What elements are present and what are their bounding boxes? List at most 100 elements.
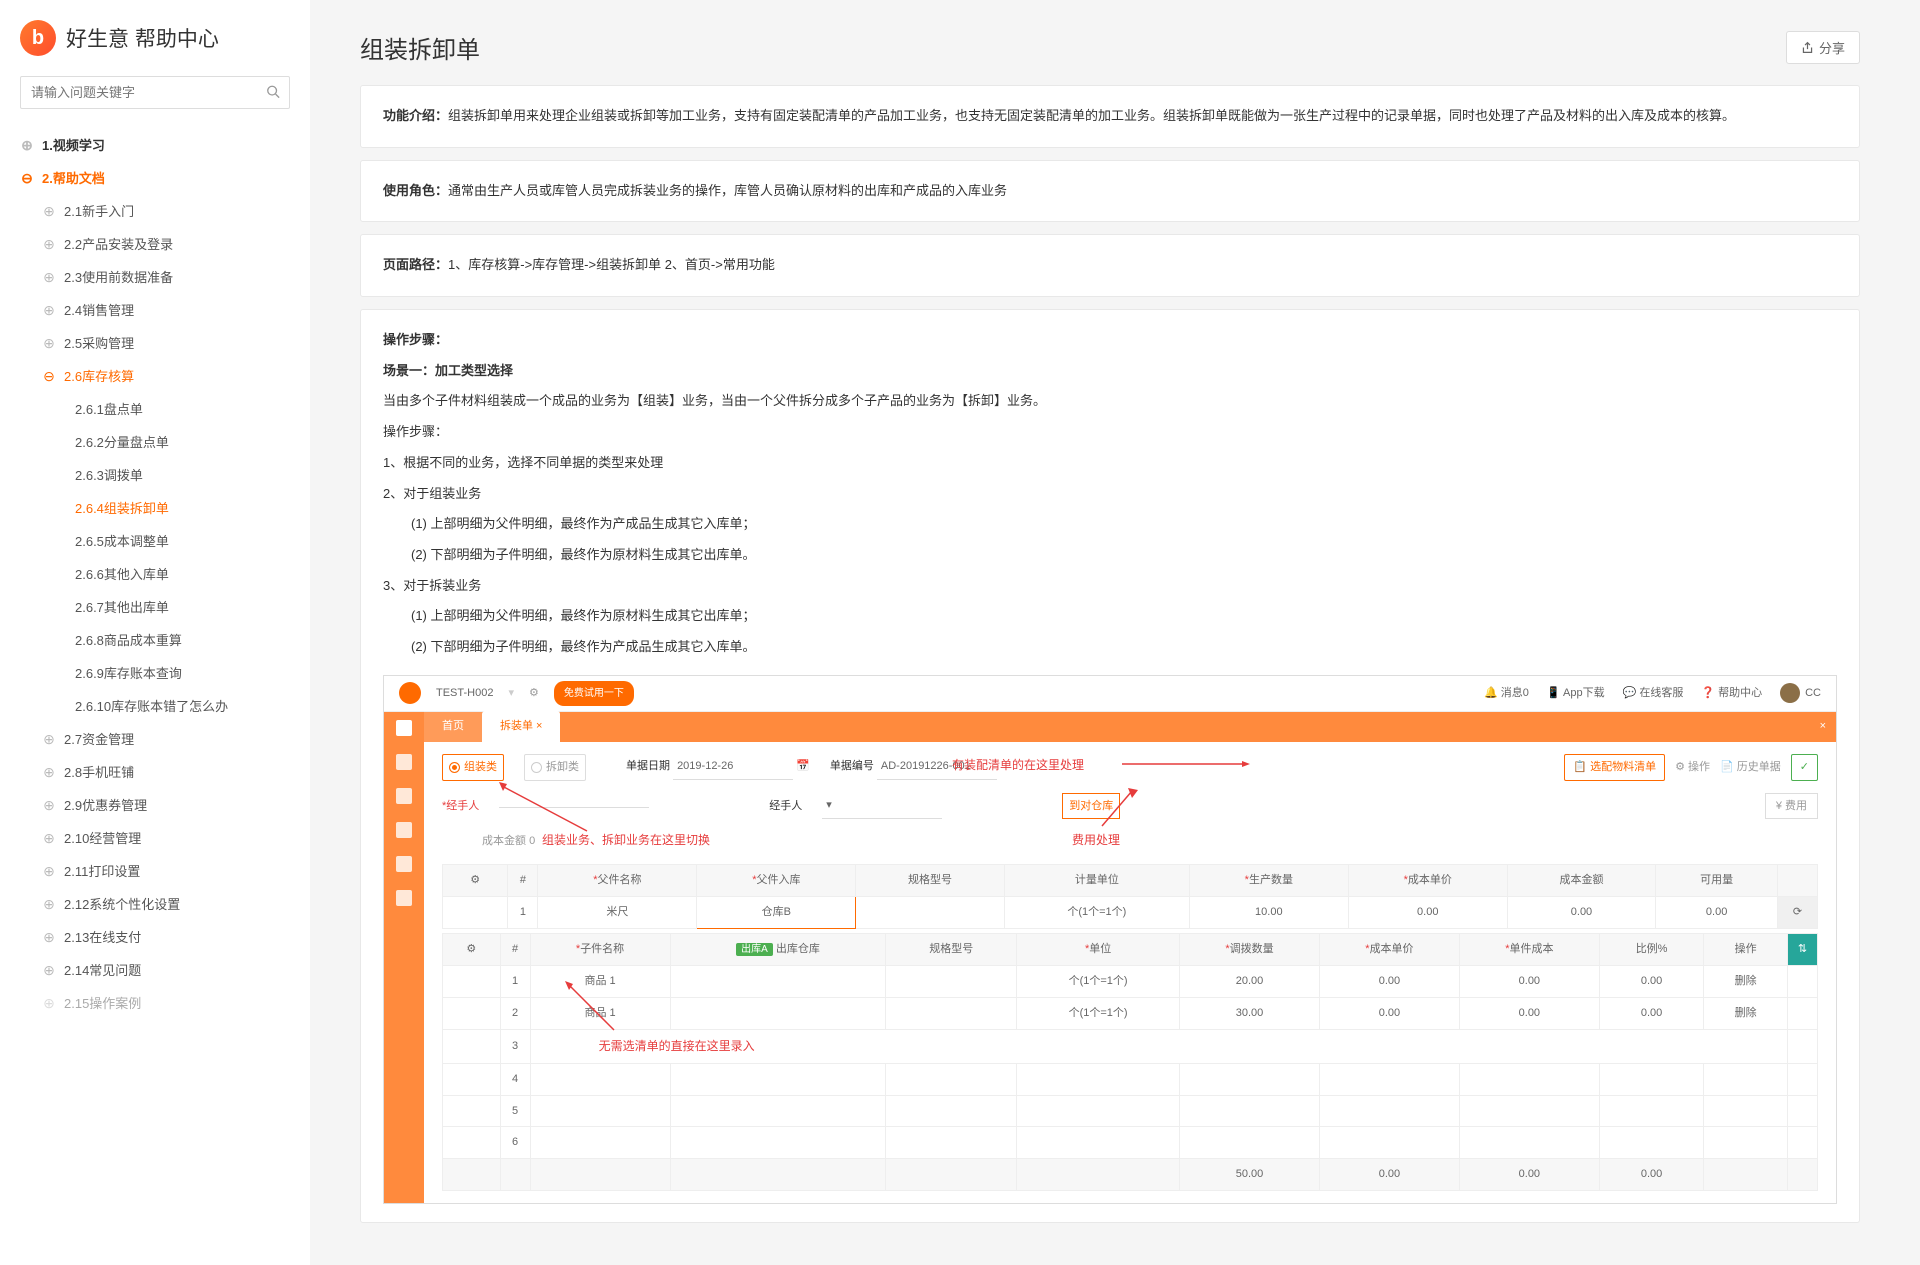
ss-service: 💬 在线客服 [1623, 683, 1684, 704]
role-label: 使用角色： [383, 183, 448, 198]
annotation: 费用处理 [1072, 829, 1120, 852]
ss-try-button: 免费试用一下 [554, 681, 634, 706]
table-sum-row: 50.000.000.000.00 [443, 1159, 1818, 1191]
ss-action-button: ⚙ 操作 [1675, 757, 1710, 778]
step-2-2: (2) 下部明细为子件明细，最终作为原材料生成其它出库单。 [383, 543, 1837, 568]
table-row: 3无需选清单的直接在这里录入 [443, 1029, 1818, 1063]
gear-icon: ⚙ [529, 683, 539, 704]
table-row: 6 [443, 1127, 1818, 1159]
nav-item-video[interactable]: ⊕1.视频学习 [20, 129, 290, 162]
nav-icon [396, 856, 412, 872]
ss-radio-assemble: 组装类 [442, 754, 504, 781]
plus-icon: ⊕ [42, 964, 56, 978]
minus-icon: ⊖ [42, 370, 56, 384]
nav-icon [396, 822, 412, 838]
ss-left-nav [384, 712, 424, 1204]
share-button[interactable]: 分享 [1786, 31, 1860, 64]
search-input[interactable] [20, 76, 290, 109]
nav-item-2-6-6[interactable]: 2.6.6其他入库单 [20, 558, 290, 591]
ss-fee-button: ¥ 费用 [1765, 793, 1818, 820]
page-title: 组装拆卸单 [360, 30, 480, 65]
table-row: 1 米尺 仓库B 个(1个=1个) 10.00 0.00 0.00 0.00 [443, 897, 1818, 929]
path-label: 页面路径： [383, 257, 448, 272]
minus-icon: ⊖ [20, 172, 34, 186]
intro-card: 功能介绍：组装拆卸单用来处理企业组装或拆卸等加工业务，支持有固定装配清单的产品加… [360, 85, 1860, 148]
nav-item-2-6-5[interactable]: 2.6.5成本调整单 [20, 525, 290, 558]
nav-item-2-2[interactable]: ⊕2.2产品安装及登录 [20, 228, 290, 261]
ss-handler-label: *经手人 [442, 796, 479, 817]
plus-icon: ⊕ [20, 139, 34, 153]
ss-producer-label: 经手人 [769, 796, 802, 817]
nav-icon [396, 890, 412, 906]
annotation: 组装业务、拆卸业务在这里切换 [542, 829, 710, 852]
nav-item-2-6-7[interactable]: 2.6.7其他出库单 [20, 591, 290, 624]
ss-handler-input [499, 803, 649, 808]
nav-item-2-3[interactable]: ⊕2.3使用前数据准备 [20, 261, 290, 294]
ss-tab-home: 首页 [424, 711, 482, 742]
nav-item-2-1[interactable]: ⊕2.1新手入门 [20, 195, 290, 228]
scene-title: 场景一：加工类型选择 [383, 363, 513, 378]
plus-icon: ⊕ [42, 931, 56, 945]
ss-confirm-button: ✓ [1791, 754, 1818, 781]
plus-icon: ⊕ [42, 271, 56, 285]
nav-item-2-6-1[interactable]: 2.6.1盘点单 [20, 393, 290, 426]
step-1: 1、根据不同的业务，选择不同单据的类型来处理 [383, 451, 1837, 476]
nav-item-2-15[interactable]: ⊕2.15操作案例 [20, 987, 290, 1020]
step-3-1: (1) 上部明细为父件明细，最终作为原材料生成其它出库单； [383, 604, 1837, 629]
search-box [20, 76, 290, 109]
nav-item-2-6-9[interactable]: 2.6.9库存账本查询 [20, 657, 290, 690]
nav-item-2-5[interactable]: ⊕2.5采购管理 [20, 327, 290, 360]
nav-item-2-6-8[interactable]: 2.6.8商品成本重算 [20, 624, 290, 657]
nav-item-2-7[interactable]: ⊕2.7资金管理 [20, 723, 290, 756]
nav-icon [396, 754, 412, 770]
role-text: 通常由生产人员或库管人员完成拆装业务的操作，库管人员确认原材料的出库和产成品的入… [448, 183, 1007, 198]
table-row: 5 [443, 1095, 1818, 1127]
nav-item-docs[interactable]: ⊖2.帮助文档 [20, 162, 290, 195]
annotation: 无需选清单的直接在这里录入 [599, 1039, 755, 1053]
steps-card: 操作步骤： 场景一：加工类型选择 当由多个子件材料组装成一个成品的业务为【组装】… [360, 309, 1860, 1223]
nav-item-2-6-10[interactable]: 2.6.10库存账本错了怎么办 [20, 690, 290, 723]
plus-icon: ⊕ [42, 205, 56, 219]
table-row: 4 [443, 1063, 1818, 1095]
plus-icon: ⊕ [42, 337, 56, 351]
nav-item-2-4[interactable]: ⊕2.4销售管理 [20, 294, 290, 327]
logo: b 好生意 帮助中心 [20, 20, 290, 56]
intro-text: 组装拆卸单用来处理企业组装或拆卸等加工业务，支持有固定装配清单的产品加工业务，也… [448, 108, 1735, 123]
logo-icon: b [20, 20, 56, 56]
ss-help: ❓ 帮助中心 [1701, 683, 1762, 704]
plus-icon: ⊕ [42, 766, 56, 780]
plus-icon: ⊕ [42, 865, 56, 879]
nav-item-2-8[interactable]: ⊕2.8手机旺铺 [20, 756, 290, 789]
ss-date: 2019-12-26 [673, 754, 793, 780]
home-icon [396, 720, 412, 736]
ss-avatar: CC [1780, 683, 1821, 704]
search-icon[interactable] [266, 84, 280, 101]
step-3: 3、对于拆装业务 [383, 574, 1837, 599]
nav-item-2-14[interactable]: ⊕2.14常见问题 [20, 954, 290, 987]
nav-item-2-6-3[interactable]: 2.6.3调拨单 [20, 459, 290, 492]
close-icon: × [1810, 711, 1836, 742]
step-2-1: (1) 上部明细为父件明细，最终作为产成品生成其它入库单； [383, 512, 1837, 537]
nav-item-2-6-2[interactable]: 2.6.2分量盘点单 [20, 426, 290, 459]
role-card: 使用角色：通常由生产人员或库管人员完成拆装业务的操作，库管人员确认原材料的出库和… [360, 160, 1860, 223]
ss-radio-disassemble: 拆卸类 [524, 754, 586, 781]
nav-item-2-11[interactable]: ⊕2.11打印设置 [20, 855, 290, 888]
ss-logo-icon [399, 682, 421, 704]
sidebar: b 好生意 帮助中心 ⊕1.视频学习 ⊖2.帮助文档 ⊕2.1新手入门 ⊕2.2… [0, 0, 310, 1265]
ss-tabs: 首页 拆装单 × × [424, 712, 1836, 742]
plus-icon: ⊕ [42, 832, 56, 846]
ss-msg: 🔔 消息0 [1484, 683, 1529, 704]
nav-item-2-6[interactable]: ⊖2.6库存核算 [20, 360, 290, 393]
nav-item-2-12[interactable]: ⊕2.12系统个性化设置 [20, 888, 290, 921]
ss-producer-input: ▾ [822, 793, 942, 819]
embedded-screenshot: TEST-H002 ▾ ⚙ 免费试用一下 🔔 消息0 📱 App下载 💬 在线客… [383, 675, 1837, 1205]
nav-item-2-6-4[interactable]: 2.6.4组装拆卸单 [20, 492, 290, 525]
ss-history-button: 📄 历史单据 [1720, 757, 1781, 778]
nav-item-2-9[interactable]: ⊕2.9优惠券管理 [20, 789, 290, 822]
plus-icon: ⊕ [42, 238, 56, 252]
main-content: 组装拆卸单 分享 功能介绍：组装拆卸单用来处理企业组装或拆卸等加工业务，支持有固… [310, 0, 1910, 1265]
step-3-2: (2) 下部明细为子件明细，最终作为产成品生成其它入库单。 [383, 635, 1837, 660]
ss-test-id: TEST-H002 [436, 683, 493, 704]
nav-item-2-13[interactable]: ⊕2.13在线支付 [20, 921, 290, 954]
nav-item-2-10[interactable]: ⊕2.10经营管理 [20, 822, 290, 855]
